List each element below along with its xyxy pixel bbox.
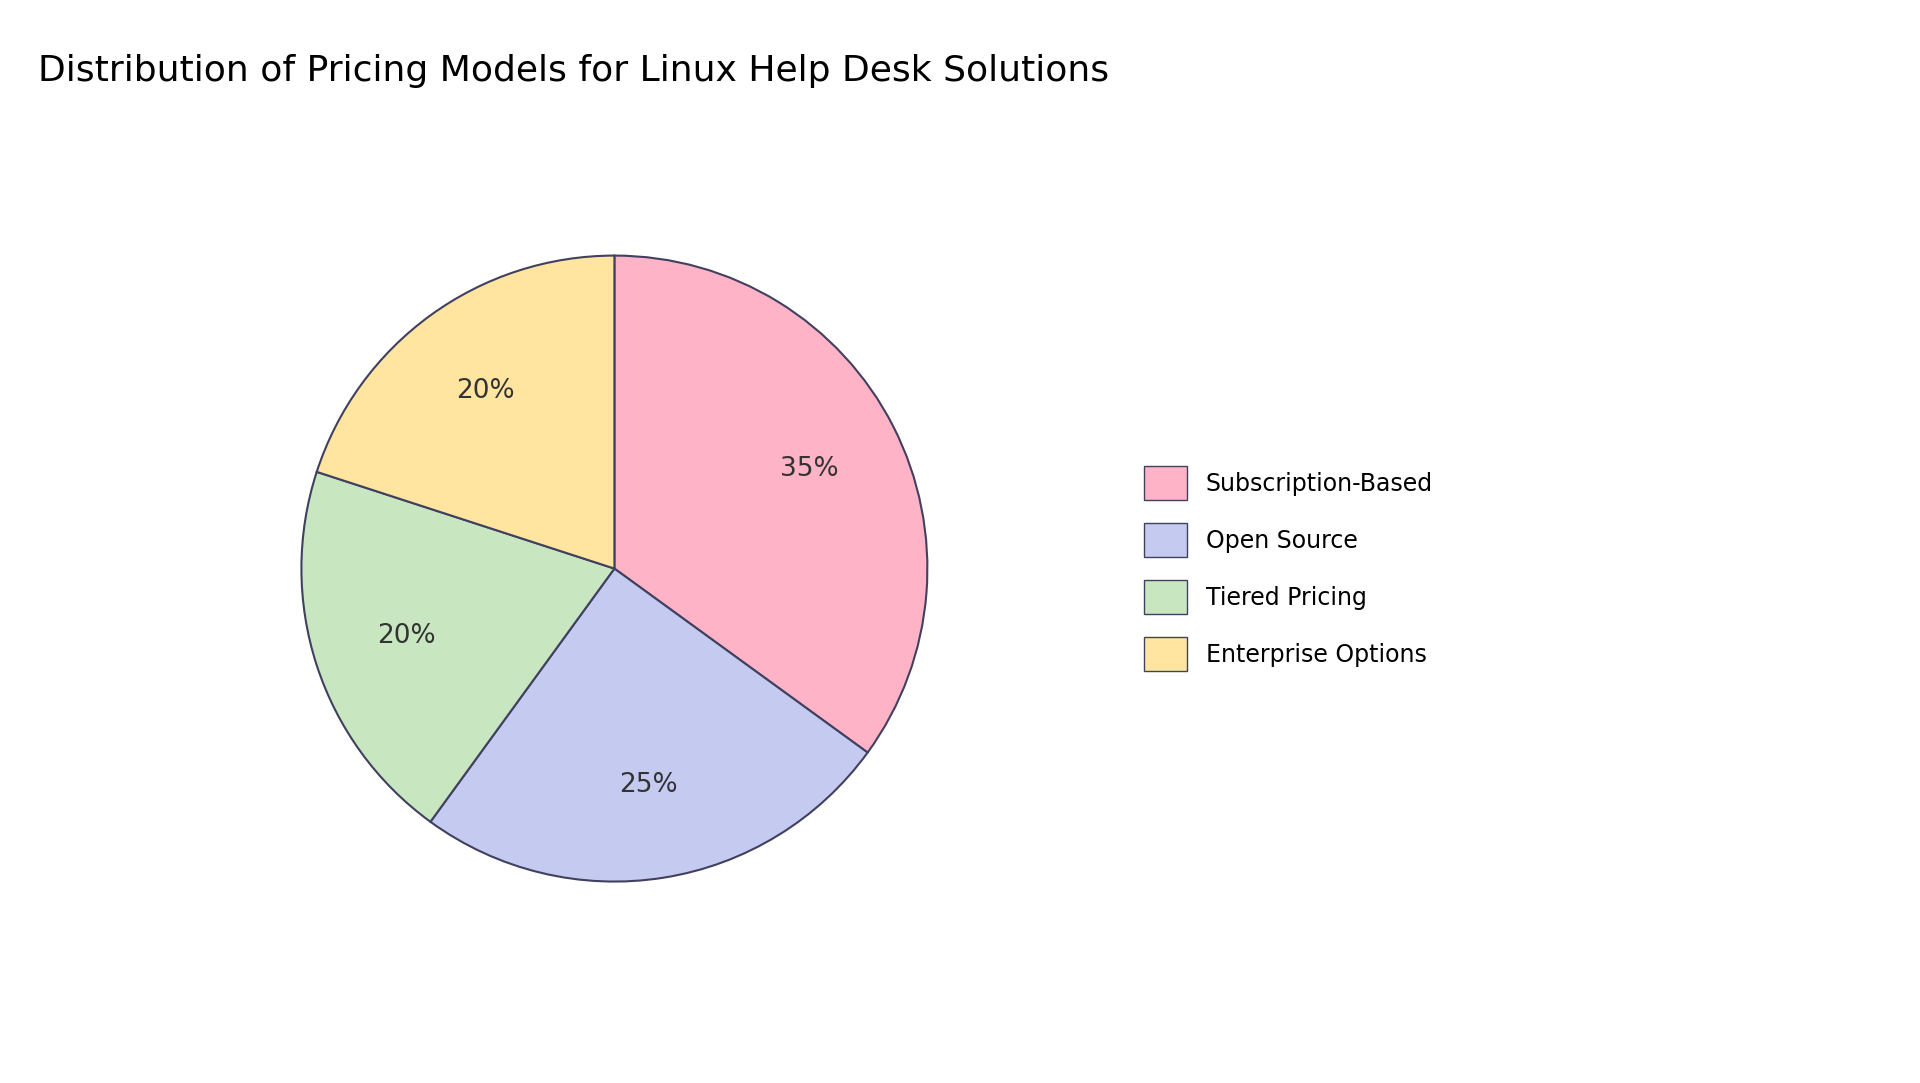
Text: 20%: 20% xyxy=(376,624,436,650)
Text: Distribution of Pricing Models for Linux Help Desk Solutions: Distribution of Pricing Models for Linux… xyxy=(38,54,1110,88)
Text: 35%: 35% xyxy=(780,456,839,482)
Text: 20%: 20% xyxy=(457,378,515,404)
Wedge shape xyxy=(614,256,927,753)
Legend: Subscription-Based, Open Source, Tiered Pricing, Enterprise Options: Subscription-Based, Open Source, Tiered … xyxy=(1133,455,1444,682)
Text: 25%: 25% xyxy=(620,772,678,798)
Wedge shape xyxy=(301,472,614,822)
Wedge shape xyxy=(430,569,868,882)
Wedge shape xyxy=(317,256,614,569)
